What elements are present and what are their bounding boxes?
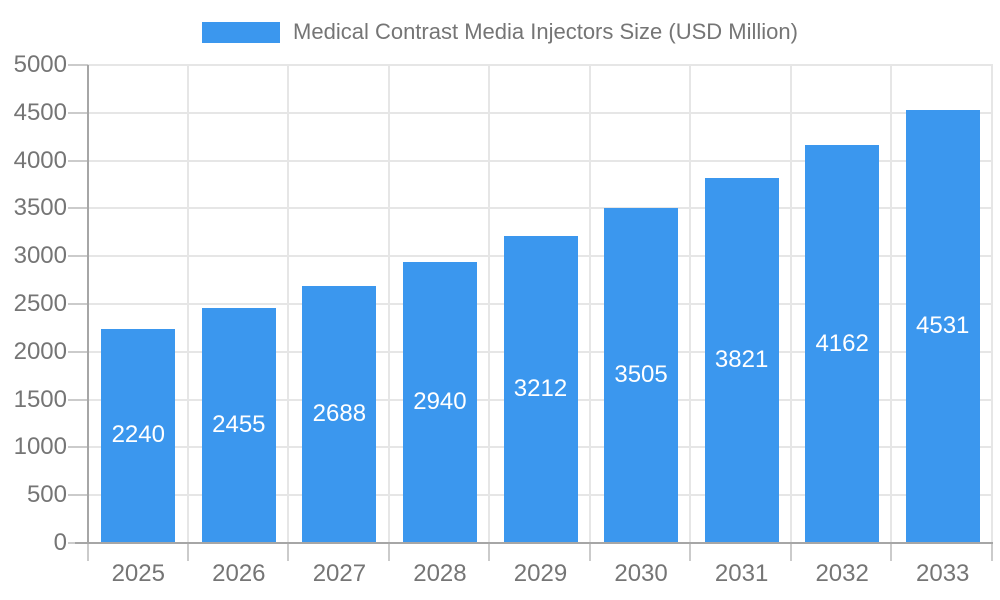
- y-tick-mark: [68, 398, 88, 401]
- x-axis-label: 2025: [111, 560, 165, 587]
- x-axis-line: [75, 542, 993, 544]
- y-axis-label: 3500: [13, 194, 67, 222]
- x-axis-label: 2026: [212, 560, 266, 587]
- bar[interactable]: 3212: [503, 235, 578, 542]
- y-tick-mark: [68, 303, 88, 305]
- x-axis-label: 2031: [714, 560, 769, 587]
- bar-value-label: 3821: [714, 345, 769, 373]
- x-tick-mark: [890, 543, 893, 561]
- bar-value-label: 4162: [815, 329, 869, 357]
- y-axis-label: 1000: [13, 433, 67, 461]
- x-tick-mark: [87, 543, 89, 561]
- y-tick-mark: [68, 111, 88, 114]
- x-tick-mark: [387, 543, 390, 561]
- x-tick-mark: [287, 543, 290, 561]
- legend[interactable]: Medical Contrast Media Injectors Size (U…: [0, 19, 1000, 45]
- x-gridline: [689, 65, 692, 543]
- x-gridline: [287, 65, 290, 543]
- y-gridline: [88, 111, 993, 114]
- x-axis-label: 2028: [413, 560, 467, 587]
- bar[interactable]: 3505: [604, 207, 679, 542]
- y-tick-mark: [68, 350, 88, 353]
- bar-value-label: 3505: [614, 360, 668, 388]
- y-axis-label: 500: [26, 481, 67, 509]
- x-gridline: [789, 65, 792, 543]
- y-axis-label: 1500: [13, 385, 67, 413]
- y-tick-mark: [68, 64, 88, 66]
- bar-value-label: 2940: [413, 387, 467, 415]
- y-axis-label: 4000: [13, 146, 67, 174]
- x-tick-mark: [689, 543, 692, 561]
- bar-value-label: 2688: [312, 400, 367, 427]
- bar[interactable]: 4531: [905, 109, 980, 542]
- y-axis-line: [87, 65, 89, 543]
- bar-value-label: 2455: [212, 411, 266, 439]
- y-axis-label: 0: [53, 529, 67, 556]
- x-gridline: [387, 65, 390, 543]
- y-tick-mark: [68, 255, 88, 258]
- x-axis-label: 2029: [513, 560, 568, 587]
- y-axis-label: 2000: [13, 337, 67, 365]
- x-tick-mark: [488, 543, 491, 561]
- x-tick-mark: [588, 543, 591, 561]
- y-axis-label: 3000: [13, 242, 67, 270]
- x-tick-mark: [991, 543, 993, 561]
- bar-value-label: 3212: [513, 374, 568, 402]
- bar[interactable]: 4162: [805, 145, 880, 542]
- y-axis-label: 2500: [13, 290, 67, 317]
- bar-value-label: 2240: [111, 421, 165, 449]
- y-tick-mark: [68, 207, 88, 210]
- legend-label: Medical Contrast Media Injectors Size (U…: [293, 19, 798, 44]
- x-axis-label: 2032: [815, 560, 869, 587]
- x-gridline: [890, 65, 893, 543]
- x-tick-mark: [186, 543, 189, 561]
- x-axis-label: 2030: [614, 560, 668, 587]
- y-axis-label: 4500: [13, 98, 67, 126]
- bar-value-label: 4531: [916, 311, 970, 339]
- bar[interactable]: 2455: [201, 308, 276, 542]
- bar[interactable]: 2688: [302, 286, 377, 542]
- y-tick-mark: [68, 494, 88, 497]
- x-gridline: [588, 65, 591, 543]
- bar[interactable]: 3821: [704, 177, 779, 542]
- y-gridline: [88, 64, 993, 66]
- y-axis-label: 5000: [13, 51, 67, 78]
- x-gridline: [991, 65, 993, 543]
- x-tick-mark: [789, 543, 792, 561]
- x-axis-label: 2033: [916, 560, 970, 587]
- x-gridline: [186, 65, 189, 543]
- y-gridline: [88, 207, 993, 210]
- y-tick-mark: [68, 446, 88, 449]
- y-gridline: [88, 159, 993, 162]
- legend-swatch: [202, 21, 281, 43]
- x-gridline: [488, 65, 491, 543]
- bar[interactable]: 2240: [101, 328, 176, 542]
- y-tick-mark: [68, 159, 88, 162]
- x-axis-label: 2027: [312, 560, 367, 587]
- bar[interactable]: 2940: [402, 261, 477, 542]
